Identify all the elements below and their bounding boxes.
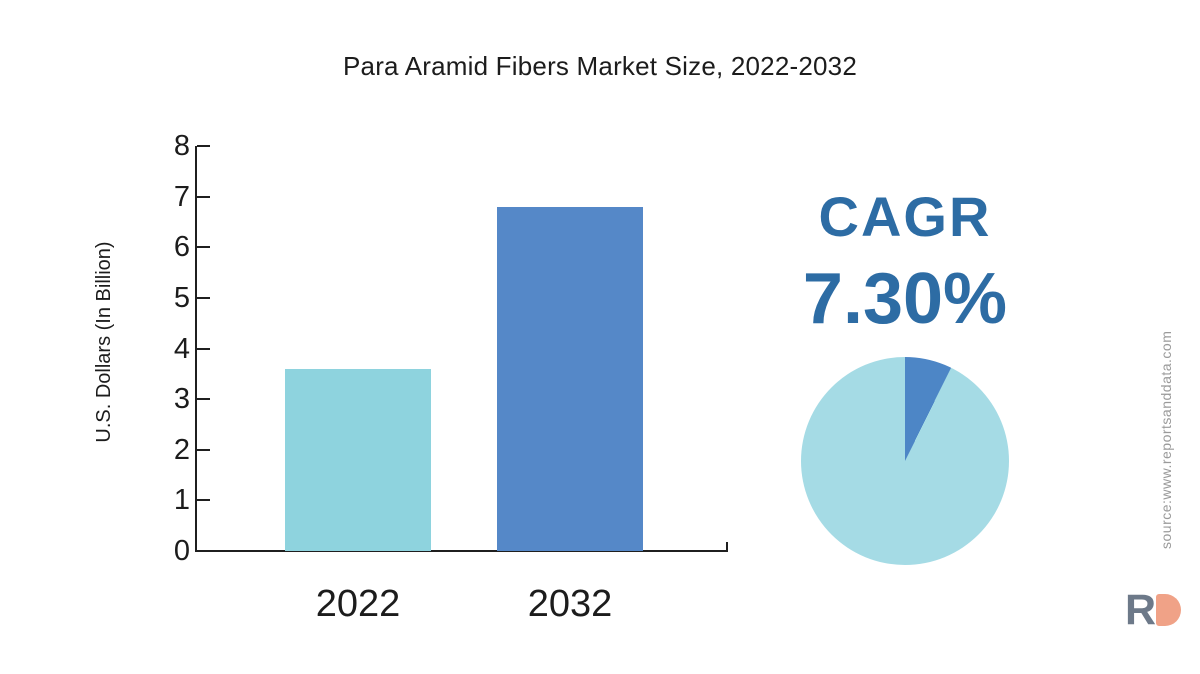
y-tick-label-0: 0	[173, 535, 190, 567]
y-tick-label-6: 6	[173, 231, 190, 264]
reportsanddata-logo: R	[1125, 586, 1182, 634]
y-tick-mark-2	[197, 448, 210, 451]
x-category-label-2022: 2022	[315, 583, 401, 625]
y-tick-label-3: 3	[173, 383, 190, 416]
y-tick-mark-6	[197, 246, 210, 249]
y-tick-label-5: 5	[173, 281, 190, 314]
y-tick-mark-3	[197, 398, 210, 401]
y-tick-mark-4	[197, 347, 210, 350]
x-category-label-2032: 2032	[527, 583, 613, 625]
cagr-pie-chart	[801, 357, 1009, 565]
y-tick-label-4: 4	[173, 332, 190, 365]
y-tick-label-7: 7	[173, 180, 190, 213]
bar-2032	[497, 206, 643, 551]
y-axis-label: U.S. Dollars (In Billion)	[93, 241, 115, 443]
y-tick-mark-7	[197, 195, 210, 198]
logo-d-shape	[1156, 594, 1182, 626]
y-tick-mark-8	[197, 145, 210, 147]
y-axis-line	[195, 146, 197, 552]
y-tick-mark-5	[197, 296, 210, 299]
bar-2022	[285, 368, 431, 551]
y-tick-label-2: 2	[173, 433, 190, 466]
logo-letter-r: R	[1125, 586, 1156, 634]
chart-title: Para Aramid Fibers Market Size, 2022-203…	[343, 51, 857, 81]
cagr-label: CAGR	[818, 185, 992, 248]
y-tick-label-8: 8	[173, 130, 190, 162]
source-watermark: source:www.reportsanddata.com	[1158, 330, 1174, 549]
x-axis-end-tick	[726, 542, 728, 550]
x-axis-line	[195, 550, 728, 552]
y-tick-mark-1	[197, 499, 210, 502]
y-tick-label-1: 1	[173, 484, 190, 517]
cagr-value: 7.30%	[802, 259, 1008, 339]
